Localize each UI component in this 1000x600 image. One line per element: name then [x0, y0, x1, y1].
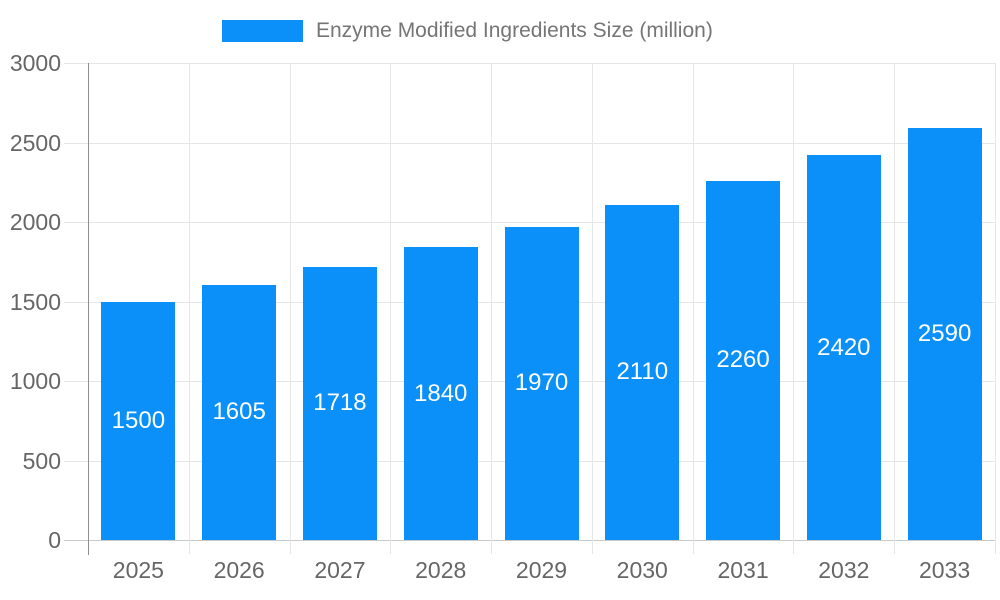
h-gridline [64, 63, 995, 64]
x-tick-label: 2027 [314, 557, 366, 583]
v-gridline [289, 63, 291, 554]
x-tick-label: 2026 [213, 557, 265, 583]
bar-value-label: 1840 [414, 379, 468, 407]
v-gridline [692, 63, 694, 554]
y-tick-label: 2500 [9, 129, 61, 156]
y-tick-label: 500 [22, 447, 61, 474]
v-gridline [793, 63, 795, 554]
legend-label: Enzyme Modified Ingredients Size (millio… [316, 19, 713, 42]
x-tick-label: 2025 [112, 557, 164, 583]
x-tick-label: 2030 [616, 557, 668, 583]
bar-value-label: 2590 [917, 320, 972, 348]
bar[interactable]: 1500 [101, 301, 176, 540]
bar-value-label: 2420 [817, 333, 871, 361]
y-tick-label: 2000 [9, 209, 61, 235]
x-tick-label: 2028 [415, 557, 467, 583]
bar[interactable]: 1840 [403, 247, 478, 540]
v-gridline [390, 63, 392, 554]
bar-value-label: 2110 [616, 358, 669, 386]
y-tick-label: 3000 [9, 50, 61, 76]
x-tick-label: 2031 [717, 557, 769, 583]
legend-swatch-icon [222, 20, 303, 42]
bar-value-label: 2260 [716, 346, 770, 374]
bar[interactable]: 1718 [302, 266, 377, 540]
v-gridline [591, 63, 593, 554]
h-gridline [64, 540, 995, 541]
v-gridline [188, 63, 190, 554]
bar[interactable]: 2590 [907, 128, 982, 540]
y-axis-line [88, 63, 89, 555]
bar[interactable]: 2260 [706, 180, 781, 540]
bar[interactable]: 1605 [202, 284, 277, 540]
bar-value-label: 1500 [111, 406, 166, 434]
h-gridline [64, 142, 995, 144]
bar[interactable]: 2110 [605, 204, 680, 540]
h-gridline [64, 222, 995, 223]
v-gridline [491, 63, 493, 554]
bar-value-label: 1605 [212, 398, 266, 426]
x-tick-label: 2029 [515, 557, 568, 583]
v-gridline [894, 63, 896, 554]
legend[interactable]: Enzyme Modified Ingredients Size (millio… [222, 19, 713, 43]
x-tick-label: 2032 [818, 557, 870, 583]
y-tick-label: 0 [48, 527, 61, 553]
bar[interactable]: 1970 [504, 226, 579, 540]
x-tick-label: 2033 [919, 557, 971, 583]
bar-value-label: 1970 [514, 369, 569, 397]
y-tick-label: 1500 [9, 288, 61, 315]
y-tick-label: 1000 [9, 368, 61, 394]
v-gridline [995, 63, 996, 554]
bar[interactable]: 2420 [806, 155, 881, 540]
bar-value-label: 1718 [313, 389, 367, 417]
